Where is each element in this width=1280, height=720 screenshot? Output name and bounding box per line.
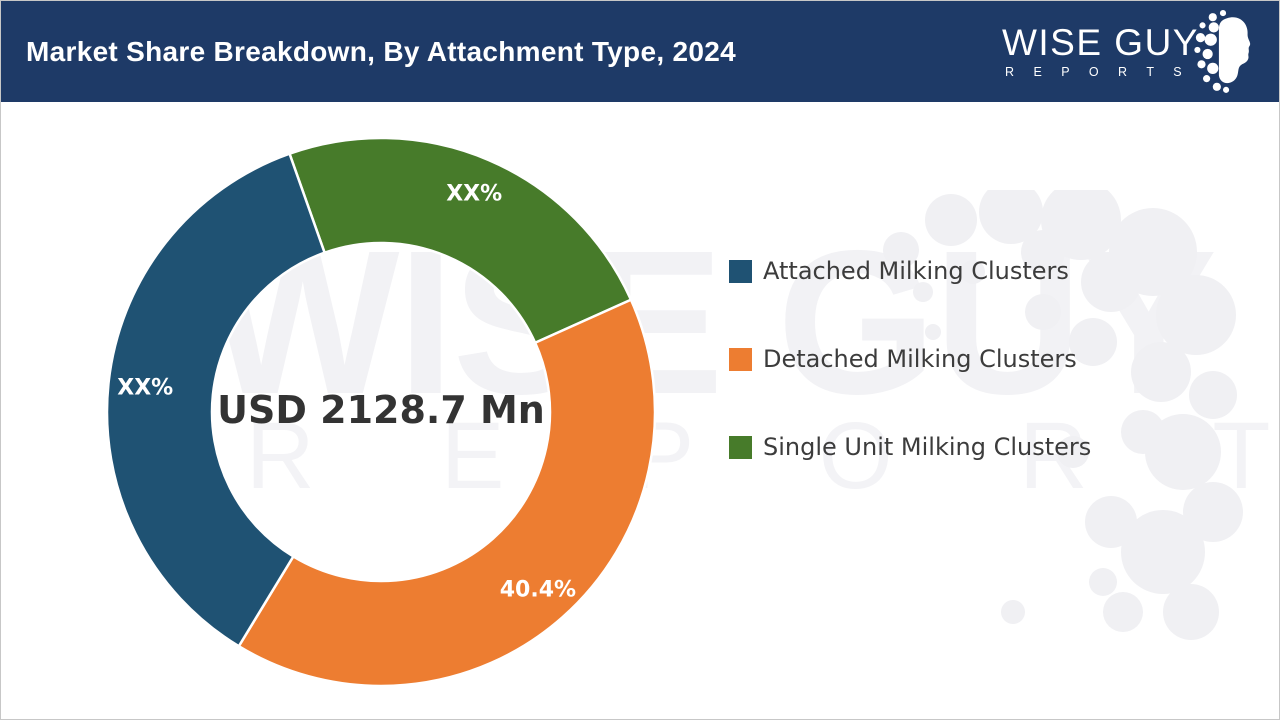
legend-label: Detached Milking Clusters — [763, 345, 1077, 373]
logo-text: WISE GUY R E P O R T S — [1002, 24, 1199, 79]
brand-watermark: WISE GUY R E P O R T S — [1, 102, 1279, 719]
legend: Attached Milking Clusters Detached Milki… — [729, 258, 1091, 460]
donut-segment-2 — [288, 136, 633, 345]
segment-value-label: 40.4% — [499, 577, 577, 603]
donut-segment-0 — [105, 152, 326, 648]
wise-guy-logo: WISE GUY R E P O R T S — [1002, 9, 1255, 95]
donut-segment-1 — [237, 298, 657, 688]
legend-swatch-green — [729, 435, 752, 459]
logo-face-icon — [1194, 9, 1251, 93]
segment-value-label: XX% — [446, 181, 503, 207]
legend-item-single-unit: Single Unit Milking Clusters — [729, 434, 1091, 460]
legend-label: Single Unit Milking Clusters — [763, 433, 1092, 461]
header-bar: Market Share Breakdown, By Attachment Ty… — [1, 1, 1279, 102]
segment-value-label: XX% — [117, 375, 174, 401]
watermark-subtext: R E P O R T S — [246, 403, 1279, 509]
legend-label: Attached Milking Clusters — [763, 257, 1069, 285]
logo-wordmark: WISE GUY — [1001, 22, 1199, 63]
chart-center-value: USD 2128.7 Mn — [217, 388, 545, 432]
legend-item-attached: Attached Milking Clusters — [729, 258, 1091, 284]
legend-swatch-blue — [729, 259, 752, 283]
legend-item-detached: Detached Milking Clusters — [729, 346, 1091, 372]
logo-subtext: R E P O R T S — [1004, 65, 1190, 79]
chart-canvas: WISE GUY R E P O R T S — [1, 102, 1279, 719]
watermark-face-dots — [883, 190, 1243, 640]
donut-chart — [105, 136, 657, 688]
legend-swatch-orange — [729, 347, 752, 371]
page-title: Market Share Breakdown, By Attachment Ty… — [26, 35, 736, 67]
